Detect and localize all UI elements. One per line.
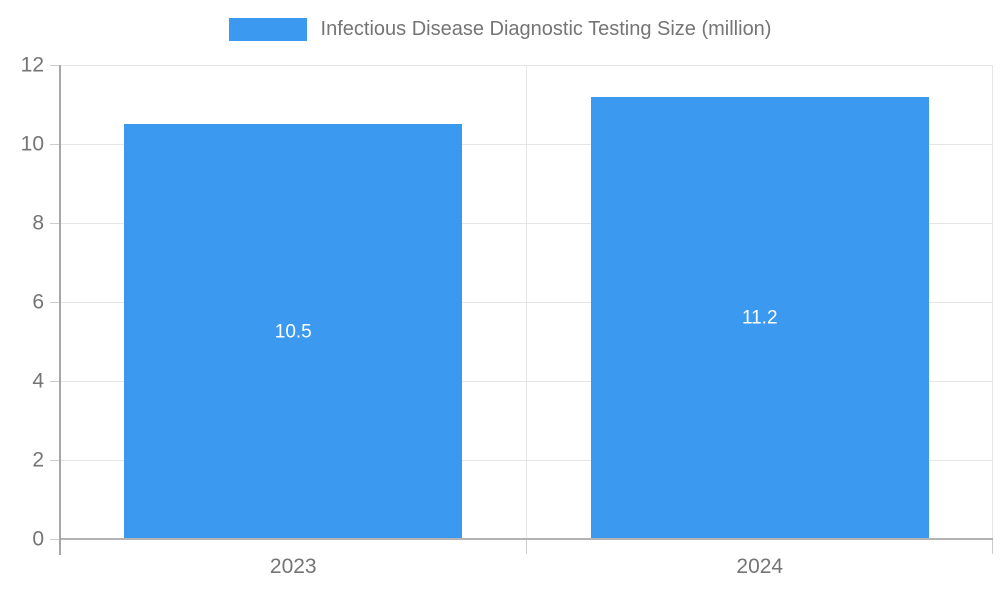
y-tick-label: 8 — [32, 211, 44, 235]
y-tick-mark — [50, 460, 60, 461]
x-tick-mark — [992, 539, 993, 554]
y-gridline — [60, 460, 993, 461]
legend-label: Infectious Disease Diagnostic Testing Si… — [320, 18, 772, 40]
y-gridline — [60, 65, 993, 66]
y-gridline — [60, 223, 993, 224]
y-tick-mark — [50, 65, 60, 66]
y-tick-mark — [50, 144, 60, 145]
y-tick-mark — [50, 381, 60, 382]
bar[interactable]: 10.5 — [124, 124, 463, 539]
y-tick-mark — [50, 223, 60, 224]
x-category-label: 2024 — [736, 555, 784, 578]
x-gridline — [525, 65, 527, 539]
x-tick-mark — [525, 539, 527, 554]
bar-value-label: 10.5 — [274, 321, 312, 343]
y-axis-line — [59, 65, 61, 555]
x-gridline — [992, 65, 993, 539]
y-tick-label: 4 — [32, 369, 44, 393]
bar[interactable]: 11.2 — [590, 96, 929, 539]
bar-value-label: 11.2 — [741, 307, 778, 329]
x-axis-line — [60, 538, 993, 540]
plot-area: 0 2 4 6 8 10 12 10.5 2023 11.2 2024 — [21, 55, 993, 578]
y-tick-mark — [50, 302, 60, 303]
y-tick-label: 6 — [32, 290, 44, 314]
legend: Infectious Disease Diagnostic Testing Si… — [0, 18, 1000, 41]
y-tick-label: 12 — [20, 53, 44, 77]
y-gridline — [60, 144, 993, 145]
x-category-label: 2023 — [269, 555, 317, 578]
y-tick-label: 10 — [20, 132, 44, 156]
y-gridline — [60, 302, 993, 303]
y-tick-mark — [50, 539, 60, 540]
y-gridline — [60, 381, 993, 382]
y-tick-label: 2 — [32, 448, 44, 472]
y-tick-label: 0 — [32, 527, 44, 551]
legend-swatch — [228, 18, 307, 41]
